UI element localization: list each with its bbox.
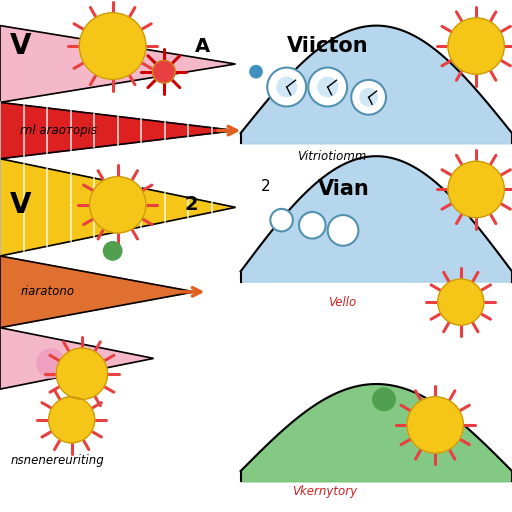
Circle shape [37,349,66,378]
Text: Vitriotiomm: Vitriotiomm [297,150,366,163]
Circle shape [56,348,108,399]
Polygon shape [0,256,195,328]
Text: rnl araoторis: rnl araoторis [20,124,97,137]
Polygon shape [0,159,236,256]
Text: Vello: Vello [328,295,356,309]
Circle shape [407,397,463,453]
Circle shape [328,215,358,246]
Text: 2: 2 [184,195,198,215]
Circle shape [318,77,337,97]
Circle shape [103,242,122,260]
Text: Vian: Vian [317,179,369,200]
Polygon shape [0,102,236,159]
Circle shape [153,60,175,83]
Circle shape [79,13,146,79]
Circle shape [308,68,347,106]
Circle shape [49,397,95,443]
Text: Vkernytory: Vkernytory [292,485,357,498]
Circle shape [360,89,377,106]
Circle shape [373,388,395,411]
Circle shape [438,279,484,325]
Circle shape [448,18,504,74]
Text: A: A [195,36,210,56]
Circle shape [267,68,306,106]
Text: nsnenereuriting: nsnenereuriting [10,454,104,467]
Circle shape [448,161,504,218]
Polygon shape [0,26,236,102]
Circle shape [90,177,146,233]
Text: riaratono: riaratono [20,285,75,298]
Text: V: V [10,32,32,60]
Circle shape [277,77,296,97]
Circle shape [299,212,326,239]
Circle shape [250,66,262,78]
Text: V: V [10,191,32,219]
Text: Viicton: Viicton [287,36,368,56]
Circle shape [351,80,386,115]
Text: 2: 2 [261,179,271,195]
Polygon shape [0,328,154,389]
Circle shape [270,209,293,231]
